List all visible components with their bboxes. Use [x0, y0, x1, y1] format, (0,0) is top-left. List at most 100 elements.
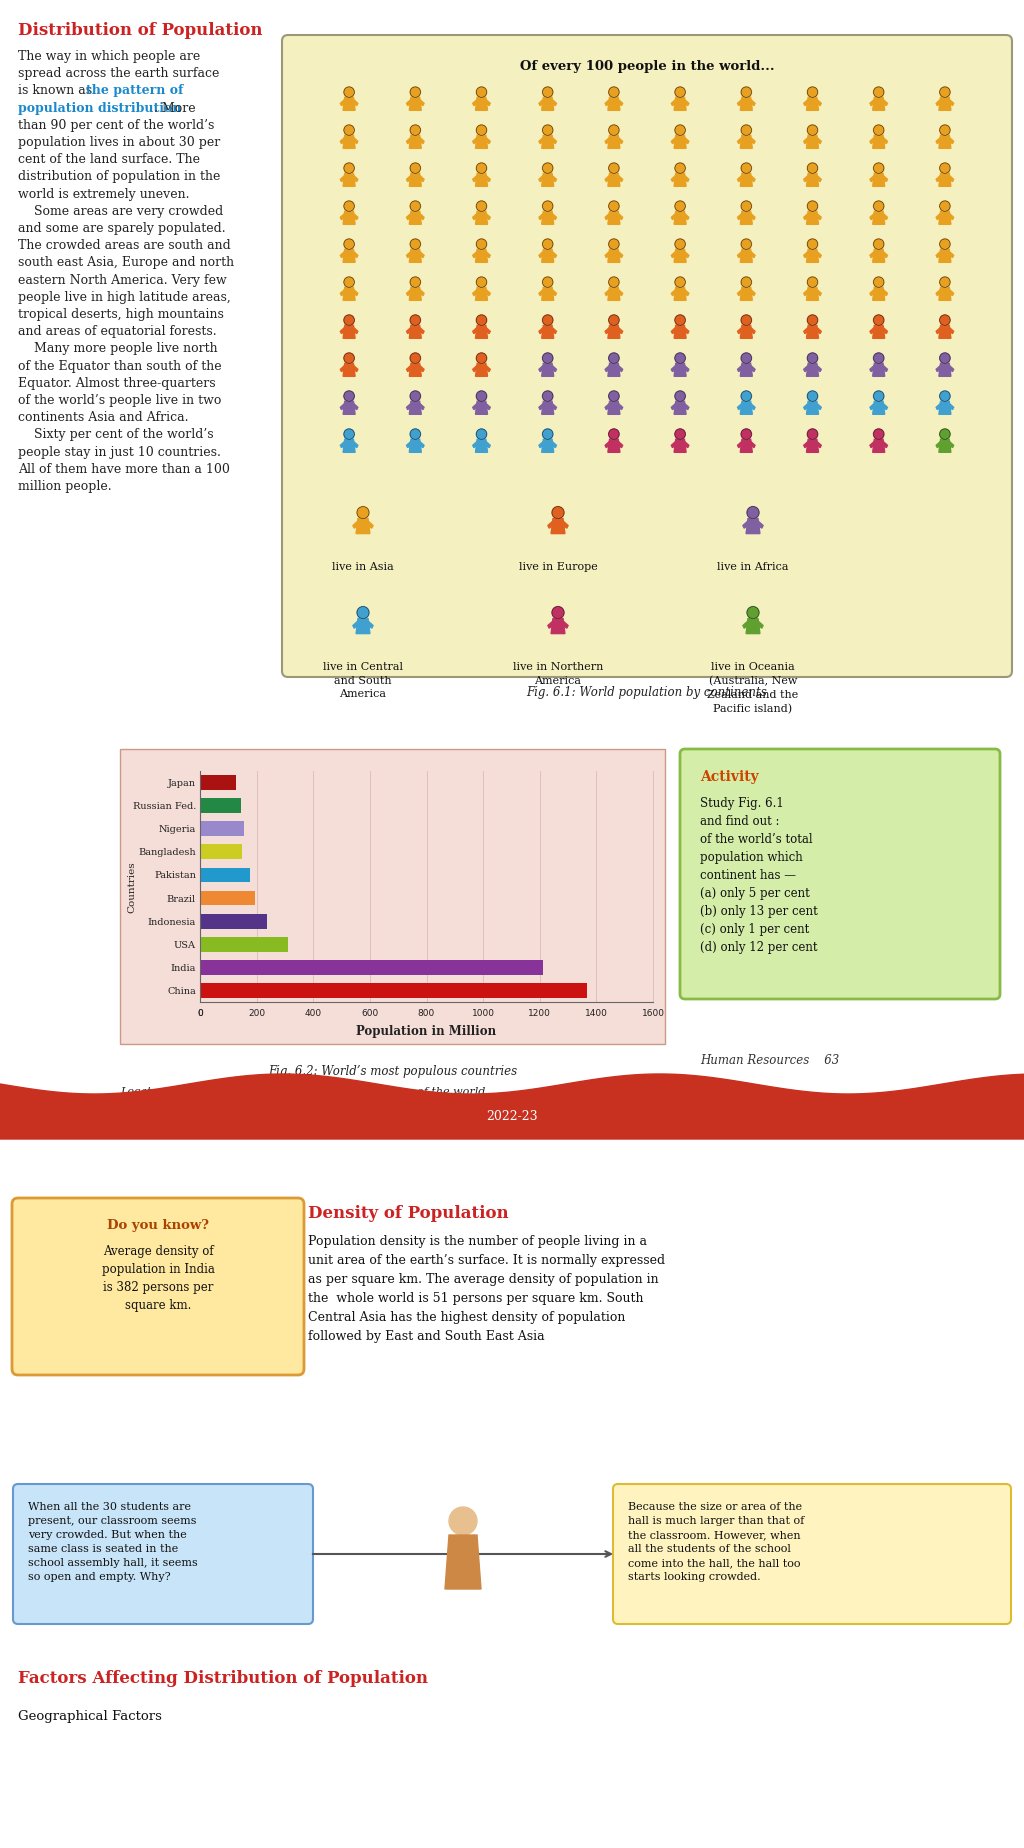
Text: Distribution of Population: Distribution of Population	[18, 22, 262, 39]
Polygon shape	[605, 405, 610, 410]
Polygon shape	[939, 325, 951, 340]
Polygon shape	[684, 329, 689, 334]
Polygon shape	[816, 442, 821, 449]
Polygon shape	[419, 405, 424, 410]
Circle shape	[344, 277, 354, 288]
Polygon shape	[485, 139, 490, 144]
Circle shape	[552, 508, 564, 519]
Polygon shape	[485, 405, 490, 410]
Polygon shape	[872, 325, 885, 340]
Polygon shape	[608, 440, 620, 453]
Polygon shape	[343, 213, 355, 225]
Text: the pattern of: the pattern of	[86, 85, 183, 98]
Polygon shape	[407, 100, 412, 107]
Polygon shape	[485, 214, 490, 220]
Polygon shape	[751, 329, 755, 334]
Bar	[200, 845, 243, 859]
Polygon shape	[807, 288, 818, 301]
Polygon shape	[816, 366, 821, 373]
Polygon shape	[542, 98, 554, 111]
Circle shape	[675, 126, 685, 137]
Polygon shape	[807, 249, 818, 262]
Polygon shape	[674, 174, 686, 187]
Text: of the world’s people live in two: of the world’s people live in two	[18, 394, 221, 407]
Text: of the Equator than south of the: of the Equator than south of the	[18, 359, 221, 373]
Polygon shape	[936, 442, 941, 449]
Polygon shape	[816, 139, 821, 144]
Polygon shape	[936, 176, 941, 183]
Polygon shape	[883, 442, 888, 449]
Polygon shape	[936, 329, 941, 334]
Polygon shape	[751, 442, 755, 449]
Text: Human Resources    63: Human Resources 63	[700, 1053, 840, 1066]
Polygon shape	[353, 405, 357, 410]
Circle shape	[410, 277, 421, 288]
Polygon shape	[419, 253, 424, 259]
Polygon shape	[473, 100, 477, 107]
Circle shape	[940, 353, 950, 364]
Polygon shape	[807, 174, 818, 187]
Circle shape	[543, 201, 553, 213]
Polygon shape	[542, 325, 554, 340]
Circle shape	[410, 240, 421, 249]
Polygon shape	[605, 100, 610, 107]
Polygon shape	[948, 100, 953, 107]
Polygon shape	[816, 214, 821, 220]
Circle shape	[344, 316, 354, 325]
Polygon shape	[684, 290, 689, 296]
Text: 0: 0	[198, 1009, 203, 1018]
Circle shape	[476, 392, 486, 403]
Polygon shape	[485, 253, 490, 259]
Text: distribution of population in the: distribution of population in the	[18, 170, 220, 183]
Polygon shape	[751, 366, 755, 373]
Polygon shape	[740, 137, 753, 150]
Polygon shape	[872, 137, 885, 150]
Polygon shape	[343, 98, 355, 111]
Text: . More: . More	[154, 102, 196, 115]
Circle shape	[543, 164, 553, 174]
Polygon shape	[552, 366, 556, 373]
Polygon shape	[872, 213, 885, 225]
Circle shape	[608, 277, 620, 288]
Circle shape	[873, 353, 884, 364]
Text: Study Fig. 6.1
and find out :
of the world’s total
population which
continent ha: Study Fig. 6.1 and find out : of the wor…	[700, 796, 818, 954]
Polygon shape	[485, 176, 490, 183]
Polygon shape	[605, 290, 610, 296]
Polygon shape	[475, 98, 487, 111]
Text: eastern North America. Very few: eastern North America. Very few	[18, 274, 226, 286]
Polygon shape	[939, 98, 951, 111]
Polygon shape	[473, 253, 477, 259]
Polygon shape	[804, 176, 809, 183]
Polygon shape	[883, 214, 888, 220]
Polygon shape	[672, 405, 676, 410]
Polygon shape	[948, 139, 953, 144]
Circle shape	[940, 240, 950, 249]
Polygon shape	[740, 249, 753, 262]
Polygon shape	[948, 214, 953, 220]
Text: live in Northern
America: live in Northern America	[513, 662, 603, 686]
Polygon shape	[816, 176, 821, 183]
Polygon shape	[605, 139, 610, 144]
Polygon shape	[674, 98, 686, 111]
Circle shape	[344, 201, 354, 213]
Polygon shape	[368, 621, 373, 628]
Polygon shape	[353, 442, 357, 449]
Polygon shape	[539, 100, 544, 107]
FancyBboxPatch shape	[282, 35, 1012, 678]
Polygon shape	[804, 329, 809, 334]
Circle shape	[940, 431, 950, 440]
Text: 800: 800	[418, 1009, 435, 1018]
Circle shape	[608, 164, 620, 174]
Circle shape	[741, 89, 752, 98]
Circle shape	[410, 164, 421, 174]
Circle shape	[940, 89, 950, 98]
Bar	[200, 961, 543, 976]
Polygon shape	[870, 290, 874, 296]
Polygon shape	[552, 100, 556, 107]
Polygon shape	[552, 405, 556, 410]
Bar	[200, 776, 236, 791]
Circle shape	[741, 431, 752, 440]
Polygon shape	[410, 440, 421, 453]
Polygon shape	[870, 253, 874, 259]
Polygon shape	[368, 521, 373, 529]
